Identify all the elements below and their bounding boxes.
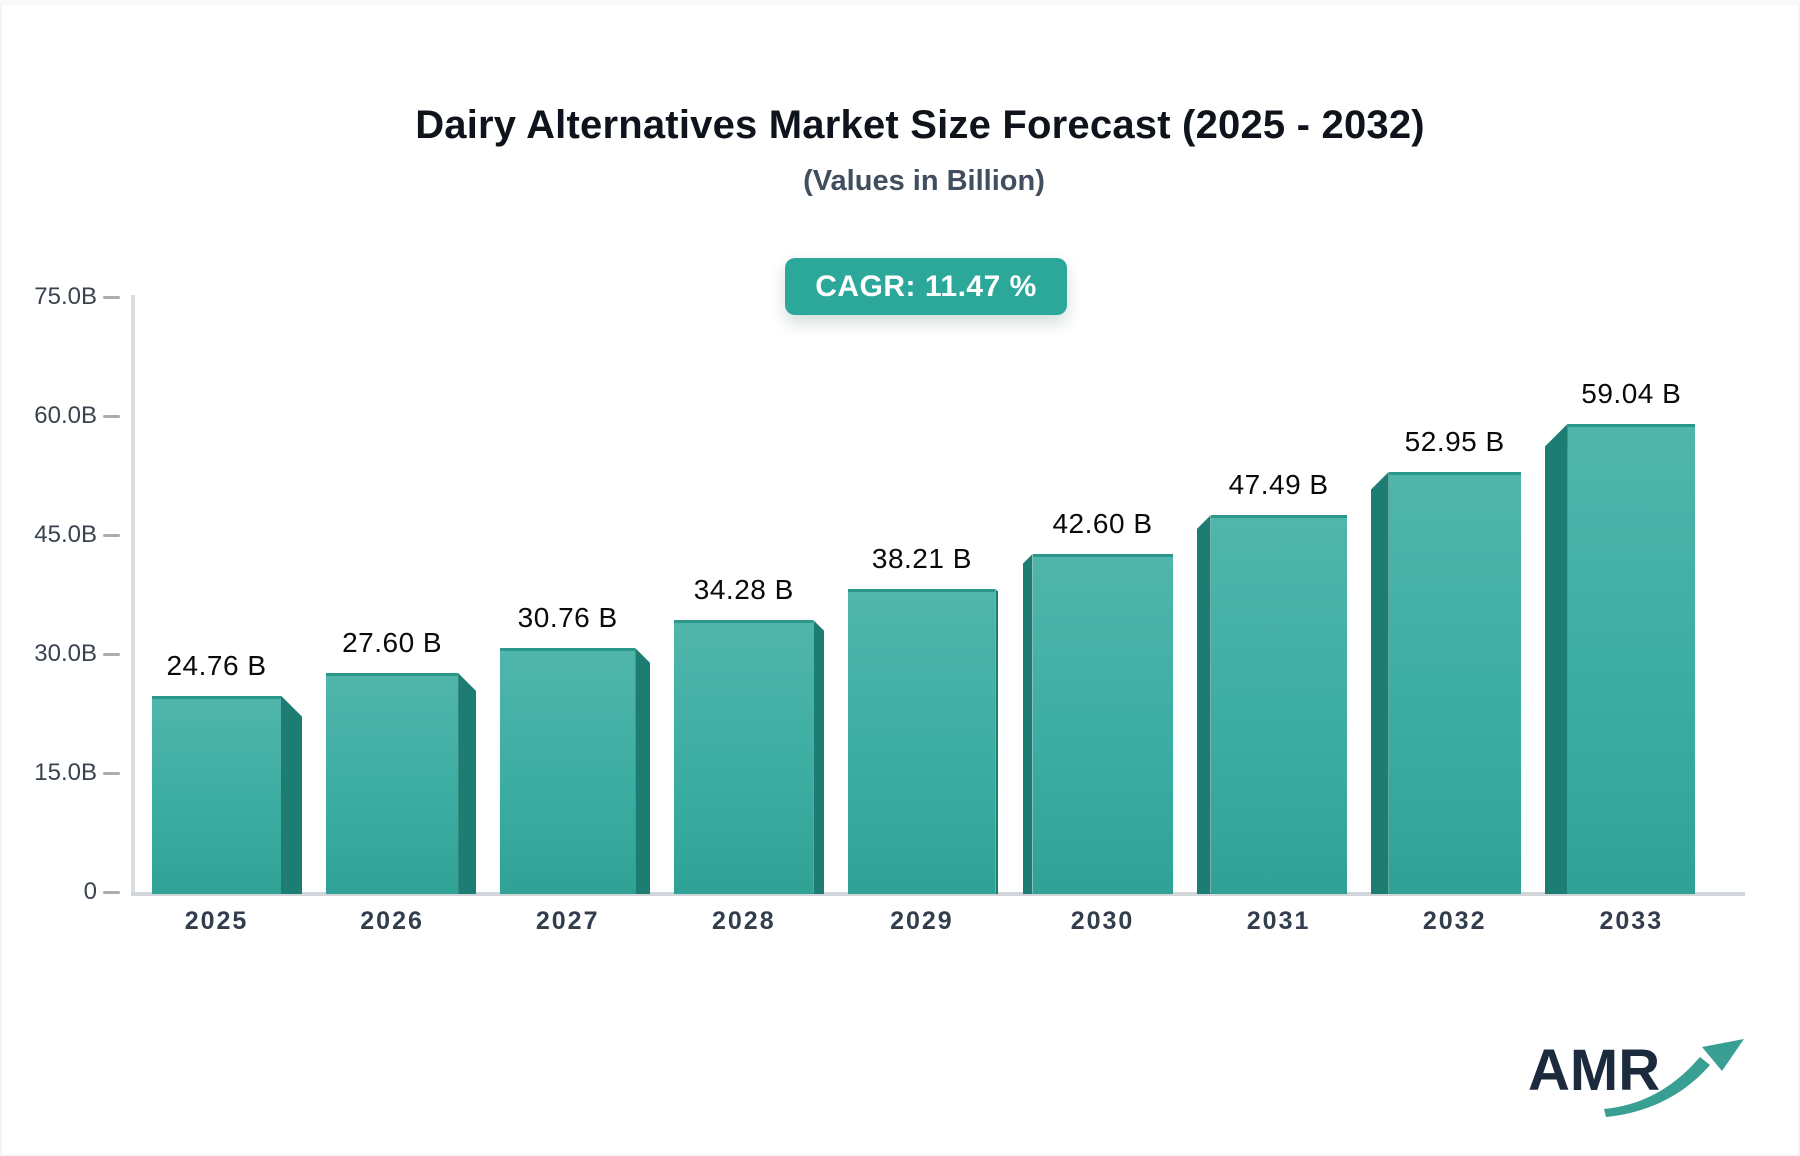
- x-axis-label-2032: 2032: [1422, 907, 1487, 935]
- y-tick-label-60.0B: 60.0B: [34, 402, 97, 429]
- bar-2025: [152, 695, 281, 894]
- bar-2029: [848, 588, 996, 894]
- cagr-badge: CAGR: 11.47 %: [785, 258, 1067, 315]
- bar-2031: [1210, 515, 1347, 894]
- bar-2027: [500, 647, 636, 894]
- value-label-2028: 34.28 B: [693, 574, 794, 606]
- bar-side-face-2031: [1196, 515, 1211, 894]
- x-axis-label-2028: 2028: [711, 907, 776, 935]
- bar-side-face-2032: [1370, 471, 1389, 894]
- y-axis-line: [131, 295, 135, 896]
- x-axis-label-2025: 2025: [184, 907, 249, 935]
- bar-2030: [1032, 554, 1173, 894]
- cagr-badge-label: CAGR: 11.47 %: [815, 269, 1037, 303]
- y-tick-mark: [103, 296, 120, 299]
- x-axis-label-2033: 2033: [1599, 907, 1664, 935]
- y-tick-label-30.0B: 30.0B: [34, 640, 97, 667]
- value-label-2030: 42.60 B: [1052, 508, 1153, 540]
- value-label-2026: 27.60 B: [342, 627, 443, 659]
- y-tick-label-75.0B: 75.0B: [34, 283, 97, 310]
- bar-2033: [1567, 423, 1695, 894]
- y-tick-mark: [103, 891, 120, 894]
- bar-2032: [1388, 471, 1521, 894]
- y-tick-mark: [103, 772, 120, 775]
- value-label-2029: 38.21 B: [871, 542, 972, 574]
- bar-side-face-2030: [1022, 554, 1033, 894]
- x-axis-label-2026: 2026: [360, 907, 424, 935]
- amr-logo-text: AMR: [1528, 1038, 1661, 1103]
- x-axis-label-2031: 2031: [1246, 907, 1311, 935]
- bar-side-face-2027: [635, 647, 651, 894]
- value-label-2032: 52.95 B: [1404, 425, 1505, 457]
- y-tick-mark: [103, 653, 120, 656]
- chart-title: Dairy Alternatives Market Size Forecast …: [415, 103, 1425, 147]
- bar-side-face-2025: [281, 695, 302, 894]
- y-tick-label-0: 0: [83, 878, 97, 905]
- bar-side-face-2033: [1544, 423, 1568, 894]
- y-tick-mark: [103, 534, 120, 537]
- y-tick-label-15.0B: 15.0B: [34, 759, 97, 786]
- value-label-2025: 24.76 B: [166, 649, 267, 681]
- x-axis-label-2027: 2027: [535, 907, 600, 935]
- y-tick-label-45.0B: 45.0B: [34, 521, 97, 548]
- bar-2028: [674, 620, 814, 894]
- bar-side-face-2028: [813, 620, 825, 894]
- value-label-2031: 47.49 B: [1228, 469, 1329, 501]
- bar-2026: [326, 673, 459, 894]
- amr-logo: AMR: [1520, 1029, 1750, 1124]
- x-axis-label-2029: 2029: [890, 907, 954, 935]
- y-tick-mark: [103, 415, 120, 418]
- bar-side-face-2026: [458, 673, 477, 894]
- growth-arrow-icon: [1604, 1039, 1744, 1117]
- bar-side-face-2029: [995, 588, 999, 894]
- x-axis-line: [131, 892, 1745, 896]
- value-label-2027: 30.76 B: [517, 601, 618, 633]
- x-axis-label-2030: 2030: [1070, 907, 1135, 935]
- chart-subtitle: (Values in Billion): [803, 165, 1045, 197]
- value-label-2033: 59.04 B: [1581, 377, 1682, 409]
